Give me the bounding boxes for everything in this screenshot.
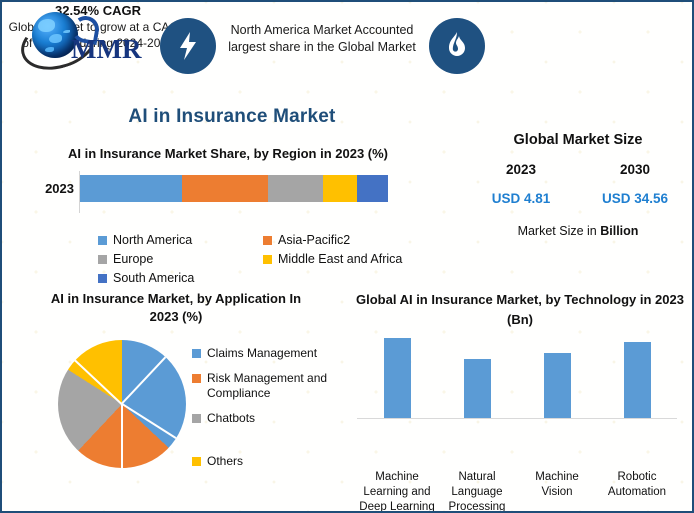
region-legend-label: North America [113, 233, 193, 247]
region-legend-label: South America [113, 271, 195, 285]
market-size-unit-prefix: Market Size in [517, 224, 601, 238]
market-size-value-left: USD 4.81 [491, 191, 551, 206]
application-legend-label: Chatbots [207, 410, 256, 425]
application-legend-item: Claims Management [192, 346, 344, 362]
market-size-year-right: 2030 [619, 162, 651, 177]
market-size-unit-note: Market Size in Billion [464, 224, 692, 238]
region-category-label: 2023 [45, 181, 74, 196]
region-legend-label: Asia-Pacific2 [278, 233, 351, 247]
region-segment [323, 175, 358, 202]
pie-slice-divider [121, 356, 167, 405]
technology-bar [623, 342, 651, 418]
application-legend-label: Risk Management and Compliance [207, 370, 328, 401]
global-market-size-title: Global Market Size [513, 132, 643, 148]
region-chart-title: AI in Insurance Market Share, by Region … [67, 146, 389, 161]
global-market-size-values: USD 4.81 USD 34.56 [464, 191, 692, 206]
market-size-year-left: 2023 [505, 162, 537, 177]
flame-icon [429, 18, 485, 74]
technology-baseline [357, 418, 677, 419]
region-legend-item: North America [98, 231, 263, 250]
technology-bar [543, 353, 571, 418]
pie-slice-divider [121, 404, 123, 468]
region-stacked-bar [80, 175, 388, 202]
region-share-chart: AI in Insurance Market Share, by Region … [10, 145, 440, 285]
application-legend-label: Others [207, 454, 244, 468]
technology-category-label: Robotic Automation [607, 471, 667, 498]
global-market-size-panel: Global Market Size 2023 2030 USD 4.81 US… [464, 132, 692, 238]
region-legend-item: Europe [98, 250, 263, 269]
technology-category-label: Machine Learning and Deep Learning [359, 471, 435, 513]
legend-swatch-icon [192, 373, 201, 383]
legend-swatch-icon [98, 274, 107, 283]
technology-category-label: Machine Vision [535, 471, 579, 498]
application-pie [58, 340, 186, 468]
header-bar: MMR North America Market Accounted large… [2, 2, 692, 90]
application-legend-label: Claims Management [207, 346, 318, 360]
application-legend-item: Others [192, 454, 344, 470]
application-chart-title: AI in Insurance Market, by Application I… [50, 291, 302, 324]
market-size-unit-value: Billion [600, 224, 639, 238]
legend-swatch-icon [192, 413, 201, 423]
pie-slice-divider [121, 403, 177, 439]
page-title: AI in Insurance Market [128, 106, 336, 127]
application-legend-item: Chatbots [192, 411, 344, 427]
region-legend-item: Asia-Pacific2 [263, 231, 428, 250]
region-legend-label: Europe [113, 252, 154, 266]
global-market-size-years: 2023 2030 [464, 162, 692, 177]
technology-bar-column [597, 338, 677, 418]
region-segment [80, 175, 182, 202]
region-axis-line [79, 171, 80, 213]
technology-category-labels: Machine Learning and Deep Learning Natura… [357, 470, 677, 513]
legend-swatch-icon [98, 255, 107, 264]
technology-category-label: Natural Language Processing (NLP) [448, 471, 506, 513]
technology-bar-column [437, 338, 517, 418]
lightning-bolt-icon [160, 18, 216, 74]
region-segment [181, 175, 268, 202]
technology-bars [357, 338, 677, 418]
application-legend: Claims Management Risk Management and Com… [192, 346, 344, 479]
technology-bar [463, 358, 491, 418]
region-legend-item: South America [98, 269, 263, 288]
region-legend-item: Middle East and Africa [263, 250, 428, 269]
technology-bar [383, 338, 411, 418]
technology-bar-column [357, 338, 437, 418]
technology-chart-title: Global AI in Insurance Market, by Techno… [356, 292, 684, 327]
legend-swatch-icon [192, 349, 201, 358]
region-legend-label: Middle East and Africa [278, 252, 403, 266]
logo-text: MMR [71, 34, 142, 64]
pie-slice-divider [74, 359, 123, 405]
technology-chart: Global AI in Insurance Market, by Techno… [347, 290, 691, 511]
technology-bar-column [517, 338, 597, 418]
region-segment [267, 175, 324, 202]
market-size-value-right: USD 34.56 [601, 191, 669, 206]
legend-swatch-icon [98, 236, 107, 245]
technology-chart-plot: Machine Learning and Deep Learning Natura… [357, 338, 677, 511]
region-segment [357, 175, 388, 202]
region-legend: North America Asia-Pacific2 Europe Middle E… [98, 231, 428, 288]
application-share-chart: AI in Insurance Market, by Application I… [20, 290, 350, 505]
north-america-note: North America Market Accounted largest s… [228, 23, 416, 54]
legend-swatch-icon [263, 236, 272, 245]
application-legend-item: Risk Management and Compliance [192, 371, 344, 402]
mmr-logo: MMR [14, 7, 148, 79]
region-chart-plot: 2023 [10, 171, 440, 213]
legend-swatch-icon [263, 255, 272, 264]
legend-swatch-icon [192, 457, 201, 466]
